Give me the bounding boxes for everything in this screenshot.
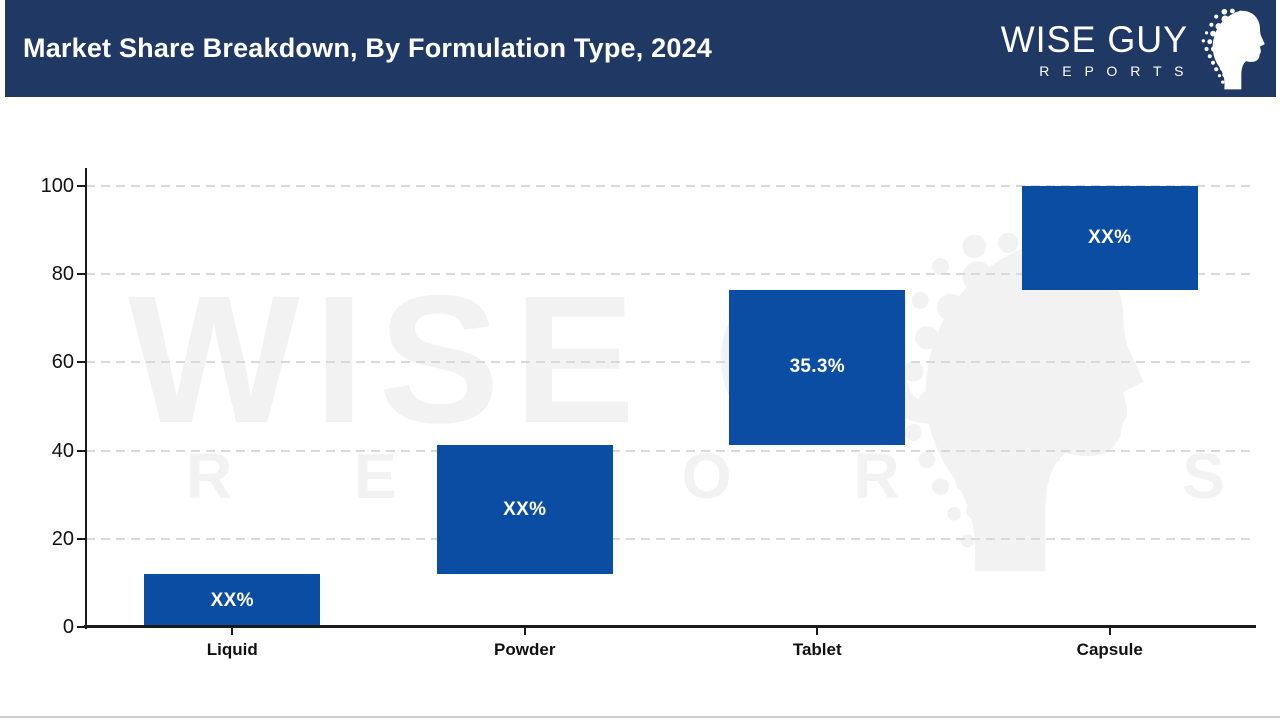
- x-axis-category-label: Powder: [494, 640, 556, 659]
- gridline-100: [86, 185, 1256, 187]
- x-axis-tick: [523, 627, 526, 635]
- x-axis-category-label: Capsule: [1076, 640, 1143, 659]
- y-axis-tick-label: 40: [51, 439, 74, 462]
- gridline-60: [86, 361, 1256, 364]
- plot-area: 0 20 40 60 80 100 Liquid XX% Powder XX% Tablet 35.3…: [0, 97, 1280, 716]
- x-axis-tick: [231, 627, 234, 635]
- wise-guy-logo: WISE GUY R E P O R T S: [995, 2, 1268, 95]
- bar-value-label: XX%: [1088, 226, 1132, 248]
- bar-value-label: XX%: [210, 589, 254, 611]
- y-axis-tick: [77, 185, 86, 187]
- x-axis-tick: [816, 627, 819, 635]
- y-axis-tick: [77, 361, 86, 364]
- logo-wordmark-line2: R E P O R T S: [1039, 62, 1188, 79]
- bar-capsule[interactable]: XX%: [1021, 186, 1198, 290]
- bar-value-label: 35.3%: [789, 356, 845, 378]
- page-title: Market Share Breakdown, By Formulation T…: [23, 33, 713, 63]
- y-axis-tick-label: 0: [62, 616, 74, 638]
- y-axis-tick-label: 100: [40, 175, 74, 197]
- bar-value-label: XX%: [503, 498, 547, 520]
- x-axis-category-label: Tablet: [792, 640, 842, 659]
- x-axis-tick: [1108, 627, 1111, 635]
- y-axis-tick: [77, 449, 86, 452]
- gridline-80: [86, 273, 1256, 276]
- bar-powder[interactable]: XX%: [436, 445, 613, 575]
- face-profile-dots-icon: [1201, 8, 1265, 89]
- y-axis-tick-label: 20: [51, 527, 74, 550]
- y-axis-tick: [77, 537, 86, 540]
- x-axis-category-label: Liquid: [206, 640, 258, 659]
- y-axis-tick: [77, 626, 86, 628]
- y-axis-line: [85, 168, 87, 629]
- bar-liquid[interactable]: XX%: [144, 574, 321, 627]
- bar-tablet[interactable]: 35.3%: [729, 289, 906, 446]
- x-axis-line: [84, 625, 1256, 628]
- y-axis-tick-label: 80: [51, 263, 74, 286]
- y-axis-tick-label: 60: [51, 351, 74, 374]
- gridline-20: [86, 537, 1256, 540]
- gridline-40: [86, 449, 1256, 452]
- bottom-divider: [0, 716, 1280, 718]
- logo-wordmark-line1: WISE GUY: [1000, 18, 1188, 60]
- y-axis-tick: [77, 273, 86, 276]
- header: Market Share Breakdown, By Formulation T…: [5, 0, 1276, 97]
- logo-wordmark: WISE GUY R E P O R T S: [995, 19, 1188, 79]
